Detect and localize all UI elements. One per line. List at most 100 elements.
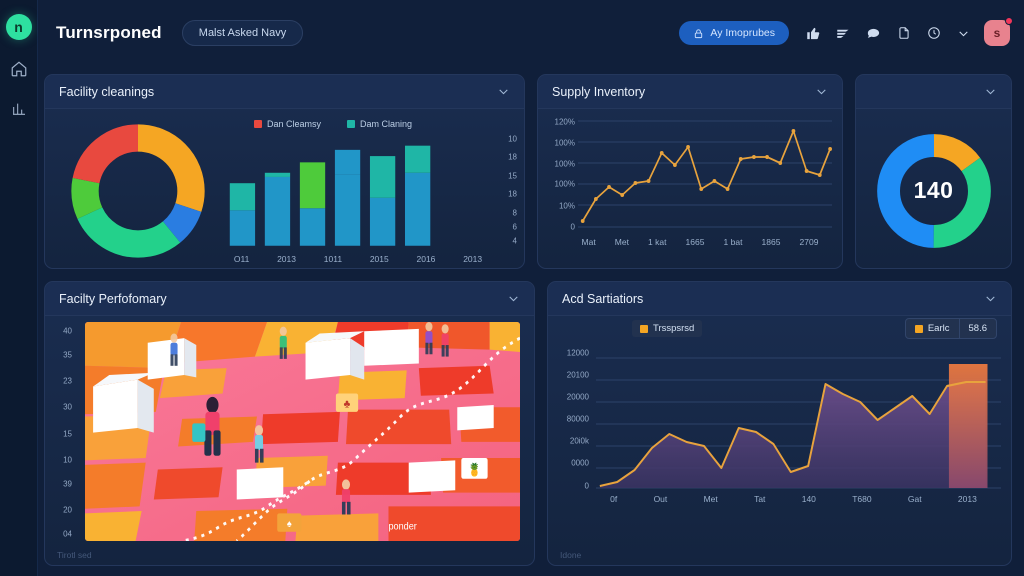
supply-line-chart: 120% 100% 100% 100% 10% 0: [555, 117, 832, 235]
y-tick: 100%: [554, 179, 575, 189]
x-tick: O11: [233, 254, 250, 264]
card-facility-performance: Facilty Perfofomary 40 35 23 30 15 10: [44, 281, 535, 566]
x-tick: 1865: [761, 237, 781, 247]
x-tick: Met: [614, 237, 629, 247]
card-title: Facility cleanings: [59, 84, 155, 99]
card-add-sanitations: Acd Sartiatiors Trsspsrsd: [547, 281, 1012, 566]
card-header: Facility cleanings: [45, 75, 524, 109]
sanitations-area-chart: 12000 20100 20000 80000 20i0k 0000 0: [567, 349, 1001, 492]
x-tick: Out: [653, 494, 668, 504]
svg-text:♣: ♣: [344, 398, 351, 411]
x-tick: 2016: [416, 254, 436, 264]
x-tick: 2013: [277, 254, 296, 264]
x-tick: 2015: [369, 254, 389, 264]
x-tick: 1 kat: [648, 237, 667, 247]
y-tick: 18: [508, 152, 517, 162]
file-icon[interactable]: [895, 25, 912, 42]
sanitations-y-axis: 12000 20100 20000 80000 20i0k 0000 0: [558, 346, 592, 492]
card-footnote-placeholder: Idone: [560, 550, 582, 560]
notification-dot: [1005, 17, 1013, 25]
logo-letter: n: [14, 19, 23, 35]
topbar: Turnsrponed Malst Asked Navy Ay Imoprube…: [38, 0, 1024, 66]
donut-svg: [70, 123, 205, 258]
chevron-down-icon[interactable]: [984, 292, 997, 305]
legend-label: Trsspsrsd: [653, 323, 695, 334]
legend-swatch: [640, 324, 648, 333]
y-tick: 4: [512, 236, 517, 246]
y-tick: 39: [63, 479, 72, 489]
card-header: Acd Sartiatiors: [548, 282, 1011, 316]
thumbs-up-icon[interactable]: [805, 25, 822, 42]
y-tick: 100%: [554, 159, 575, 169]
page-title: Turnsrponed: [56, 23, 162, 42]
sidebar: n: [0, 0, 38, 576]
chevron-down-icon[interactable]: [984, 85, 997, 98]
avatar-initial: s: [993, 26, 1001, 40]
y-tick: 18: [508, 189, 517, 199]
sanitations-x-axis: 0f Out Met Tat 140 T680 Gat 2013: [592, 492, 1001, 504]
supply-y-axis: 120% 100% 100% 100% 10% 0: [546, 117, 578, 235]
x-tick: Tat: [754, 494, 766, 504]
badge-series: Earlc: [906, 319, 959, 338]
kpi-donut-chart: 140: [874, 131, 994, 251]
y-tick: 15: [63, 429, 72, 439]
y-tick: 15: [508, 171, 517, 181]
card-kpi-donut: 140: [855, 74, 1012, 269]
card-facility-cleanings: Facility cleanings: [44, 74, 525, 269]
y-tick: 0: [584, 481, 589, 491]
card-body: Trsspsrsd Earlc 58.6: [548, 316, 1011, 565]
clock-icon[interactable]: [925, 25, 942, 42]
card-body: Dan Cleamsy Dam Claning: [45, 109, 524, 268]
badge-label: Earlc: [927, 323, 950, 334]
avatar[interactable]: s: [984, 17, 1013, 46]
main-column: Turnsrponed Malst Asked Navy Ay Imoprube…: [38, 0, 1024, 576]
metric-badge[interactable]: Earlc 58.6: [904, 318, 997, 339]
y-tick: 10%: [558, 201, 575, 210]
x-tick: T680: [852, 494, 872, 504]
upgrade-button[interactable]: Ay Imoprubes: [679, 21, 789, 45]
chevron-down-icon[interactable]: [507, 292, 520, 305]
x-tick: 2709: [799, 237, 819, 247]
x-tick: Gat: [907, 494, 922, 504]
chevron-down-icon[interactable]: [955, 25, 972, 42]
y-tick: 8: [512, 208, 517, 218]
card-body: 120% 100% 100% 100% 10% 0 Mat Met 1 k: [538, 109, 842, 268]
nav-pill[interactable]: Malst Asked Navy: [181, 20, 304, 46]
comment-icon[interactable]: [865, 25, 882, 42]
x-tick: 0f: [610, 494, 618, 504]
kpi-value: 140: [913, 177, 954, 203]
x-tick: Met: [703, 494, 718, 504]
facility-heatmap-image[interactable]: ♣ 🍍 ♠ ponder: [85, 322, 520, 541]
bars-x-axis: O11 2013 1011 2015 2016 2013: [220, 252, 514, 264]
x-tick: 2013: [957, 494, 977, 504]
upgrade-label: Ay Imoprubes: [710, 27, 775, 39]
x-tick: 2013: [463, 254, 483, 264]
performance-y-axis: 40 35 23 30 15 10 39 20 04: [47, 322, 75, 541]
badge-swatch: [914, 324, 923, 333]
donut-svg: [876, 133, 991, 248]
chevron-down-icon[interactable]: [815, 85, 828, 98]
sidebar-item-home[interactable]: [8, 58, 30, 80]
y-tick: 120%: [554, 117, 575, 127]
y-tick: 12000: [566, 348, 589, 358]
chevron-down-icon[interactable]: [497, 85, 510, 98]
y-tick: 0: [570, 222, 575, 232]
dashboard-grid: Facility cleanings: [38, 66, 1024, 576]
legend: Dan Cleamsy Dam Claning: [220, 117, 514, 129]
series-legend: Trsspsrsd: [632, 320, 703, 337]
sidebar-item-reports[interactable]: [8, 98, 30, 120]
y-tick: 100%: [554, 138, 575, 148]
y-tick: 20: [63, 505, 72, 515]
dashboard-row-bottom: Facilty Perfofomary 40 35 23 30 15 10: [44, 281, 1012, 566]
x-tick: 140: [801, 494, 816, 504]
y-tick: 04: [63, 529, 72, 539]
home-icon: [11, 61, 26, 77]
y-tick: 20100: [566, 370, 589, 380]
line-chart-svg: [578, 120, 832, 228]
send-icon[interactable]: [835, 25, 852, 42]
card-body: 140: [856, 109, 1011, 268]
image-caption: ponder: [388, 521, 417, 533]
x-tick: 1011: [323, 254, 343, 264]
app-logo[interactable]: n: [5, 14, 32, 40]
